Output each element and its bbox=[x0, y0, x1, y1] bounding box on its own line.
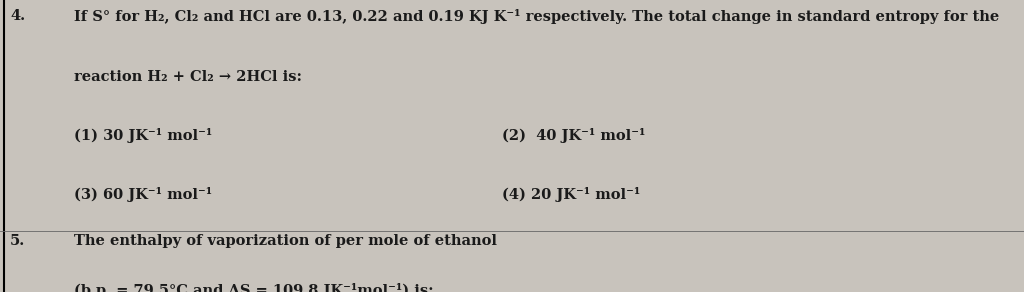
Text: (b.p. = 79.5°C and ΔS = 109.8 JK⁻¹mol⁻¹) is:: (b.p. = 79.5°C and ΔS = 109.8 JK⁻¹mol⁻¹)… bbox=[74, 283, 433, 292]
Text: (2)  40 JK⁻¹ mol⁻¹: (2) 40 JK⁻¹ mol⁻¹ bbox=[502, 128, 645, 143]
Text: reaction H₂ + Cl₂ → 2HCl is:: reaction H₂ + Cl₂ → 2HCl is: bbox=[74, 70, 302, 84]
Text: (3) 60 JK⁻¹ mol⁻¹: (3) 60 JK⁻¹ mol⁻¹ bbox=[74, 187, 212, 202]
Text: (1) 30 JK⁻¹ mol⁻¹: (1) 30 JK⁻¹ mol⁻¹ bbox=[74, 128, 212, 143]
Text: 4.: 4. bbox=[10, 9, 26, 23]
Text: (4) 20 JK⁻¹ mol⁻¹: (4) 20 JK⁻¹ mol⁻¹ bbox=[502, 187, 640, 202]
Text: If S° for H₂, Cl₂ and HCl are 0.13, 0.22 and 0.19 KJ K⁻¹ respectively. The total: If S° for H₂, Cl₂ and HCl are 0.13, 0.22… bbox=[74, 9, 999, 24]
Text: The enthalpy of vaporization of per mole of ethanol: The enthalpy of vaporization of per mole… bbox=[74, 234, 497, 248]
Text: 5.: 5. bbox=[10, 234, 26, 248]
